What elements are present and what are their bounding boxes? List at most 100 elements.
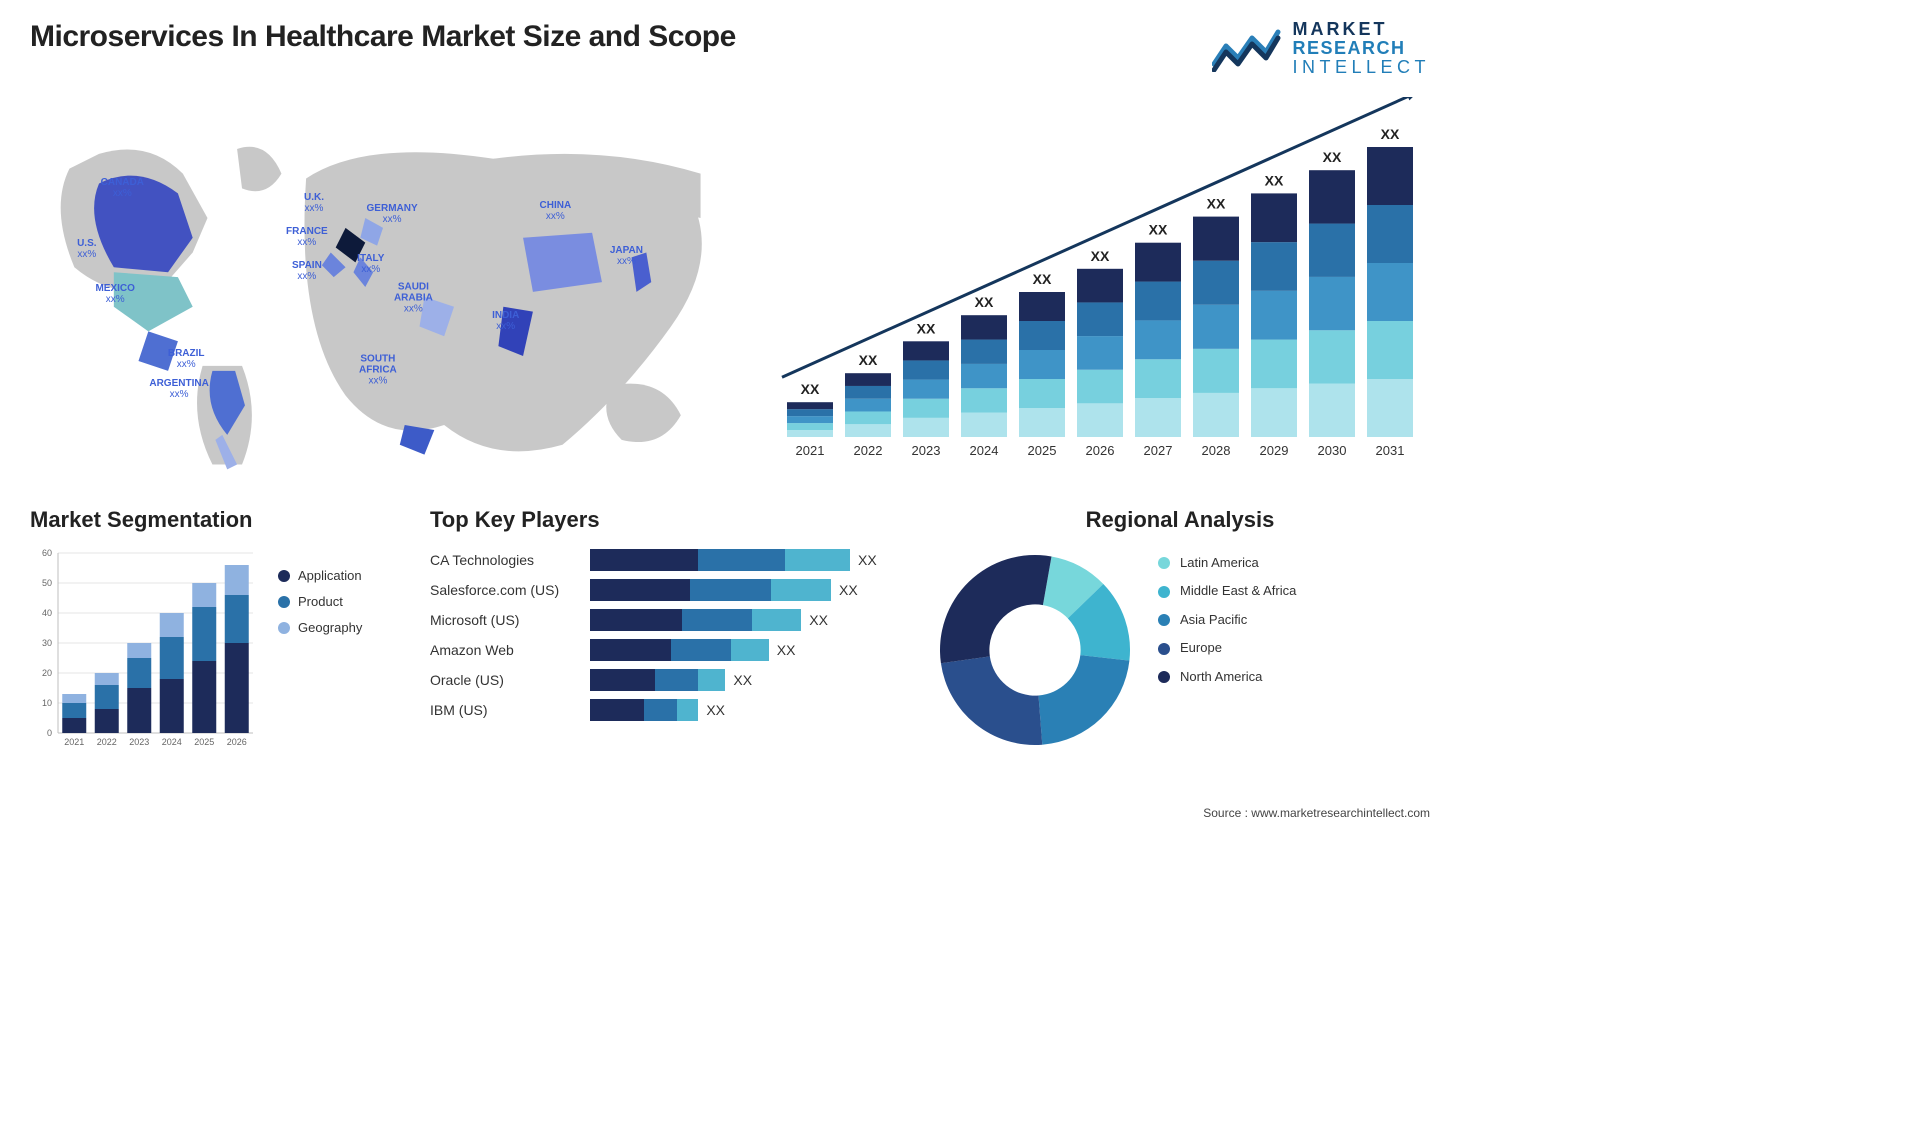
legend-swatch-icon bbox=[278, 570, 290, 582]
player-bar-segment bbox=[590, 669, 655, 691]
legend-label: North America bbox=[1180, 663, 1262, 692]
svg-text:2031: 2031 bbox=[1376, 443, 1405, 458]
header: Microservices In Healthcare Market Size … bbox=[30, 20, 1430, 77]
legend-label: Application bbox=[298, 563, 362, 589]
svg-text:60: 60 bbox=[42, 548, 52, 558]
player-bar-segment bbox=[644, 699, 677, 721]
legend-label: Middle East & Africa bbox=[1180, 577, 1296, 606]
player-row: IBM (US)XX bbox=[430, 695, 910, 725]
player-bar-wrap: XX bbox=[590, 549, 910, 571]
segmentation-chart: 0102030405060202120222023202420252026 bbox=[30, 545, 260, 755]
map-label: INDIAxx% bbox=[492, 310, 519, 332]
svg-text:2023: 2023 bbox=[912, 443, 941, 458]
player-bar-segment bbox=[682, 609, 752, 631]
player-bar bbox=[590, 609, 801, 631]
logo-mark-icon bbox=[1212, 24, 1282, 72]
svg-text:XX: XX bbox=[859, 352, 878, 368]
player-name: Microsoft (US) bbox=[430, 612, 580, 628]
player-bar-segment bbox=[655, 669, 698, 691]
player-bar-wrap: XX bbox=[590, 579, 910, 601]
legend-swatch-icon bbox=[278, 596, 290, 608]
legend-item: North America bbox=[1158, 663, 1296, 692]
map-label: FRANCExx% bbox=[286, 226, 328, 248]
map-label: SOUTHAFRICAxx% bbox=[359, 354, 397, 387]
legend-item: Middle East & Africa bbox=[1158, 577, 1296, 606]
player-bar-segment bbox=[752, 609, 801, 631]
svg-text:2025: 2025 bbox=[1028, 443, 1057, 458]
map-label: JAPANxx% bbox=[610, 245, 643, 267]
player-value: XX bbox=[733, 672, 752, 688]
legend-label: Asia Pacific bbox=[1180, 606, 1247, 635]
player-name: IBM (US) bbox=[430, 702, 580, 718]
logo-line3: INTELLECT bbox=[1292, 58, 1430, 77]
svg-text:XX: XX bbox=[1265, 172, 1284, 188]
player-name: Oracle (US) bbox=[430, 672, 580, 688]
svg-text:XX: XX bbox=[801, 381, 820, 397]
segmentation-title: Market Segmentation bbox=[30, 507, 410, 533]
map-label: GERMANYxx% bbox=[367, 203, 418, 225]
svg-text:XX: XX bbox=[1207, 195, 1226, 211]
svg-text:10: 10 bbox=[42, 698, 52, 708]
regional-donut-chart bbox=[930, 545, 1140, 755]
legend-label: Latin America bbox=[1180, 549, 1259, 578]
growth-bar-chart: XX2021XX2022XX2023XX2024XX2025XX2026XX20… bbox=[770, 97, 1430, 477]
player-bar-segment bbox=[590, 549, 698, 571]
legend-item: Asia Pacific bbox=[1158, 606, 1296, 635]
player-name: Amazon Web bbox=[430, 642, 580, 658]
svg-text:2025: 2025 bbox=[194, 737, 214, 747]
player-value: XX bbox=[777, 642, 796, 658]
player-bar-segment bbox=[731, 639, 769, 661]
player-value: XX bbox=[839, 582, 858, 598]
player-bar-segment bbox=[698, 669, 725, 691]
player-bar-segment bbox=[677, 699, 699, 721]
player-bar bbox=[590, 549, 850, 571]
svg-text:XX: XX bbox=[1381, 126, 1400, 142]
logo-text: MARKET RESEARCH INTELLECT bbox=[1292, 20, 1430, 77]
svg-text:2022: 2022 bbox=[854, 443, 883, 458]
player-bar bbox=[590, 579, 831, 601]
legend-swatch-icon bbox=[1158, 614, 1170, 626]
svg-text:2027: 2027 bbox=[1144, 443, 1173, 458]
svg-text:2024: 2024 bbox=[162, 737, 182, 747]
player-bar-wrap: XX bbox=[590, 639, 910, 661]
player-row: Salesforce.com (US)XX bbox=[430, 575, 910, 605]
legend-swatch-icon bbox=[1158, 671, 1170, 683]
map-label: SAUDIARABIAxx% bbox=[394, 282, 433, 315]
player-row: Amazon Web XX bbox=[430, 635, 910, 665]
svg-text:XX: XX bbox=[975, 294, 994, 310]
player-bar-segment bbox=[590, 579, 690, 601]
legend-item: Product bbox=[278, 589, 362, 615]
segmentation-legend: ApplicationProductGeography bbox=[278, 545, 362, 755]
regional-legend: Latin AmericaMiddle East & AfricaAsia Pa… bbox=[1158, 545, 1296, 692]
svg-text:XX: XX bbox=[917, 320, 936, 336]
player-bar bbox=[590, 639, 769, 661]
legend-label: Product bbox=[298, 589, 343, 615]
svg-text:40: 40 bbox=[42, 608, 52, 618]
map-label: BRAZILxx% bbox=[168, 348, 205, 370]
legend-item: Europe bbox=[1158, 634, 1296, 663]
svg-text:2022: 2022 bbox=[97, 737, 117, 747]
players-panel: Top Key Players CA TechnologiesXXSalesfo… bbox=[430, 507, 910, 725]
map-label: CHINAxx% bbox=[540, 200, 572, 222]
svg-text:2026: 2026 bbox=[227, 737, 247, 747]
svg-text:2021: 2021 bbox=[796, 443, 825, 458]
map-label: ITALYxx% bbox=[357, 253, 384, 275]
player-bar-segment bbox=[590, 609, 682, 631]
map-label: U.K.xx% bbox=[304, 192, 324, 214]
map-label: MEXICOxx% bbox=[95, 283, 134, 305]
players-list: CA TechnologiesXXSalesforce.com (US)XXMi… bbox=[430, 545, 910, 725]
svg-text:2023: 2023 bbox=[129, 737, 149, 747]
svg-text:2021: 2021 bbox=[64, 737, 84, 747]
logo-line2: RESEARCH bbox=[1292, 39, 1430, 58]
legend-swatch-icon bbox=[1158, 557, 1170, 569]
segmentation-panel: Market Segmentation 01020304050602021202… bbox=[30, 507, 410, 755]
legend-swatch-icon bbox=[1158, 643, 1170, 655]
player-bar-segment bbox=[590, 699, 644, 721]
player-bar-segment bbox=[690, 579, 771, 601]
svg-text:50: 50 bbox=[42, 578, 52, 588]
svg-text:XX: XX bbox=[1149, 221, 1168, 237]
svg-text:30: 30 bbox=[42, 638, 52, 648]
svg-text:2030: 2030 bbox=[1318, 443, 1347, 458]
player-value: XX bbox=[809, 612, 828, 628]
player-bar-wrap: XX bbox=[590, 609, 910, 631]
